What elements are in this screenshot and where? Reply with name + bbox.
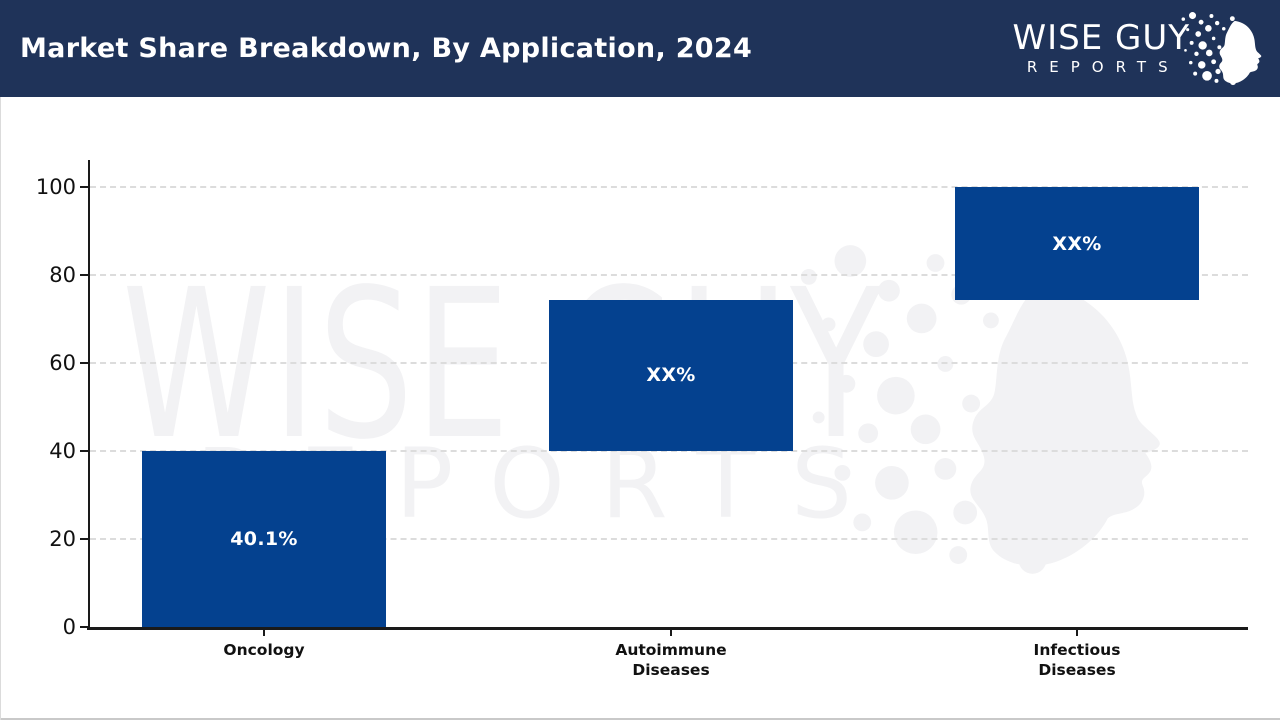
- header-bar: Market Share Breakdown, By Application, …: [0, 0, 1280, 97]
- gridline-100: [90, 186, 1248, 188]
- x-axis-line: [87, 627, 1248, 630]
- y-tick-label: 80: [49, 263, 76, 287]
- bar-autoimmune-diseases: XX%: [549, 300, 793, 451]
- logo-head-icon: [1178, 9, 1266, 89]
- logo-wordmark: WISE GUY: [1012, 18, 1190, 58]
- x-tick-mark: [263, 630, 265, 636]
- x-axis-label: Autoimmune Diseases: [615, 641, 727, 679]
- wise-guy-reports-logo: WISE GUY REPORTS: [1012, 9, 1266, 89]
- bar-oncology: 40.1%: [142, 450, 386, 627]
- y-tick-mark: [80, 538, 88, 540]
- bar-infectious-diseases: XX%: [955, 187, 1199, 301]
- y-tick-mark: [80, 626, 88, 628]
- y-tick-mark: [80, 450, 88, 452]
- y-tick-mark: [80, 362, 88, 364]
- y-tick-label: 0: [62, 615, 76, 639]
- x-axis-label: Infectious Diseases: [1033, 641, 1121, 679]
- gridline-40: [90, 450, 1248, 452]
- left-border: [0, 97, 1, 720]
- x-tick-mark: [1076, 630, 1078, 636]
- bar-value-label: XX%: [646, 364, 696, 387]
- page-title: Market Share Breakdown, By Application, …: [20, 33, 753, 64]
- gridline-80: [90, 274, 1248, 276]
- x-tick-mark: [670, 630, 672, 636]
- bar-value-label: XX%: [1052, 232, 1102, 255]
- y-tick-label: 40: [49, 439, 76, 463]
- gridline-20: [90, 538, 1248, 540]
- x-axis-label: Oncology: [223, 641, 305, 659]
- logo-subtitle: REPORTS: [1026, 58, 1180, 76]
- bottom-border: [0, 718, 1280, 720]
- y-tick-label: 20: [49, 527, 76, 551]
- y-tick-mark: [80, 186, 88, 188]
- y-tick-label: 60: [49, 351, 76, 375]
- y-tick-mark: [80, 274, 88, 276]
- bar-value-label: 40.1%: [230, 527, 298, 550]
- y-axis-line: [88, 160, 90, 629]
- logo-text: WISE GUY REPORTS: [1012, 21, 1190, 76]
- y-tick-label: 100: [35, 175, 76, 199]
